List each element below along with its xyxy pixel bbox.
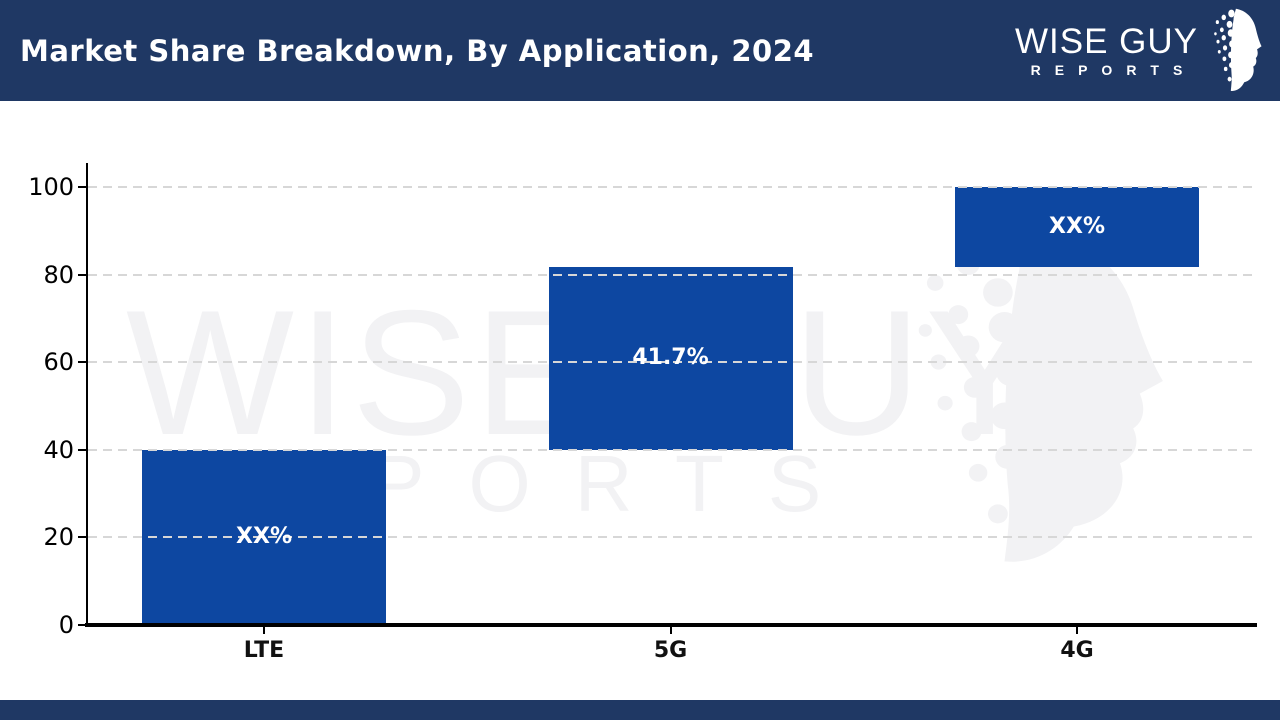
y-axis-spine — [86, 163, 88, 627]
bar-5G — [548, 267, 793, 450]
page-title: Market Share Breakdown, By Application, … — [20, 33, 815, 68]
x-tick-label: 5G — [653, 638, 688, 663]
y-axis-tick — [78, 624, 87, 626]
y-axis-tick — [78, 186, 87, 188]
y-tick-label: 80 — [43, 260, 74, 289]
gridline — [88, 361, 1258, 364]
y-axis-tick — [78, 536, 87, 539]
x-axis-tick — [1076, 627, 1078, 634]
gridline — [88, 536, 1258, 539]
logo-brand-name: WISE GUY — [1014, 22, 1198, 61]
x-tick-label: 4G — [1060, 638, 1094, 663]
watermark-brand-text: WISE GUY — [126, 273, 1049, 472]
x-axis-tick — [263, 627, 265, 634]
y-tick-label: 0 — [58, 611, 74, 639]
y-axis-tick — [78, 273, 87, 276]
bar-value-label: XX% — [236, 524, 292, 550]
x-tick-label: LTE — [243, 638, 285, 663]
gridline — [88, 273, 1258, 276]
y-axis-tick — [78, 448, 87, 451]
bar-value-label: XX% — [1049, 214, 1105, 240]
header-bar: Market Share Breakdown, By Application, … — [0, 0, 1280, 101]
watermark-head-profile-icon — [918, 229, 1163, 562]
bar-LTE — [142, 449, 386, 625]
y-tick-label: 40 — [43, 435, 74, 464]
x-axis-tick — [669, 627, 672, 634]
wise-guy-reports-logo: WISE GUY REPORTS — [1015, 8, 1266, 94]
logo-brand-subtitle: REPORTS — [1030, 62, 1197, 78]
y-tick-label: 100 — [28, 173, 74, 201]
bar-4G — [955, 187, 1199, 268]
bar-value-label: 41.7% — [632, 345, 709, 371]
dotted-head-profile-icon — [1214, 8, 1262, 91]
gridline — [88, 186, 1258, 188]
y-tick-label: 60 — [43, 348, 74, 377]
gridline — [88, 448, 1258, 451]
footer-bar — [0, 700, 1280, 720]
watermark-subtitle-text: REPORTS — [172, 439, 866, 528]
y-axis-tick — [78, 361, 87, 364]
x-axis-line — [85, 623, 1257, 627]
y-tick-label: 20 — [43, 523, 74, 552]
logo-text: WISE GUY REPORTS — [1015, 24, 1198, 77]
